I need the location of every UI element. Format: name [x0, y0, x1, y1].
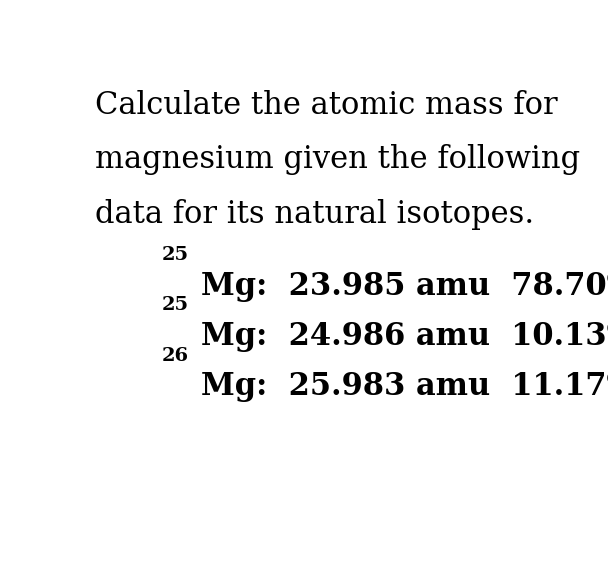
Text: data for its natural isotopes.: data for its natural isotopes.	[95, 199, 534, 230]
Text: 26: 26	[162, 346, 189, 365]
Text: magnesium given the following: magnesium given the following	[95, 145, 580, 175]
Text: 25: 25	[162, 246, 189, 264]
Text: 25: 25	[162, 297, 189, 314]
Text: Calculate the atomic mass for: Calculate the atomic mass for	[95, 90, 558, 121]
Text: Mg:  24.986 amu  10.13%: Mg: 24.986 amu 10.13%	[201, 321, 608, 352]
Text: Mg:  23.985 amu  78.70%: Mg: 23.985 amu 78.70%	[201, 271, 608, 302]
Text: Mg:  25.983 amu  11.17%: Mg: 25.983 amu 11.17%	[201, 371, 608, 403]
